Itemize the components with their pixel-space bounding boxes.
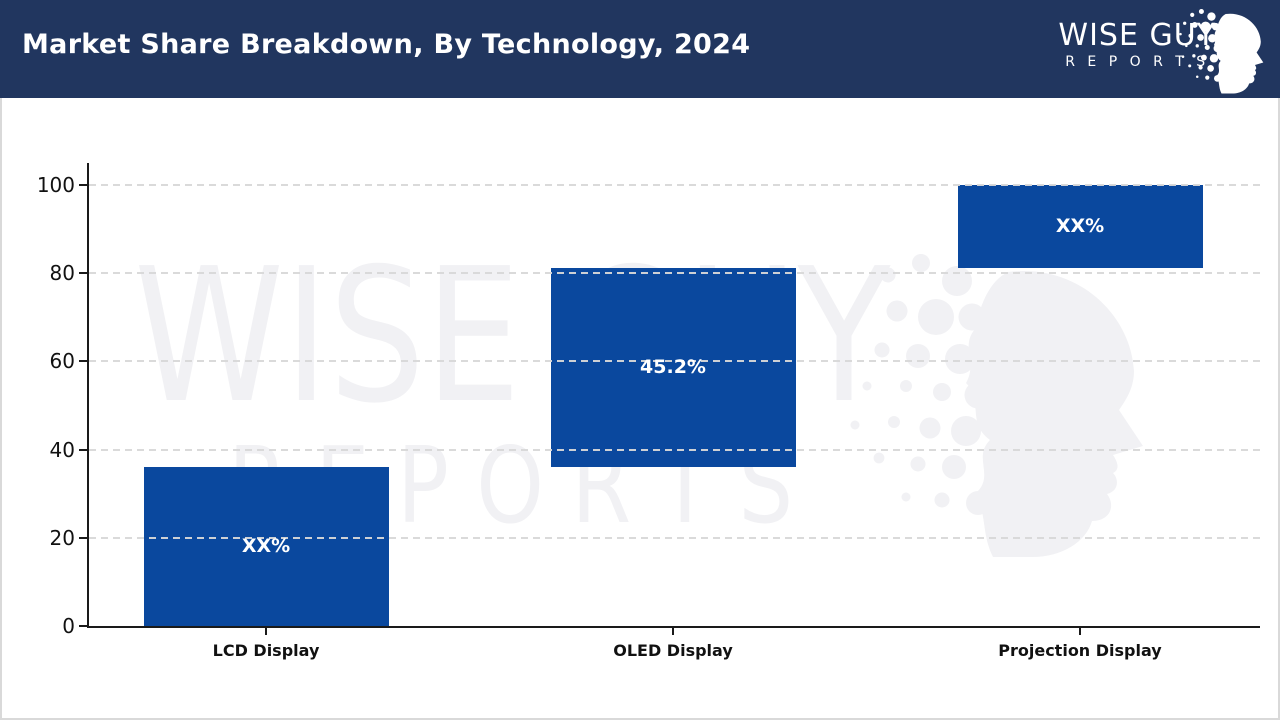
x-axis-tick	[265, 628, 267, 635]
bar-lcd-display	[143, 466, 389, 626]
gridline	[89, 536, 1260, 539]
x-axis-tick	[672, 628, 674, 635]
bar-oled-display	[550, 267, 796, 467]
y-axis-tick-label: 20	[49, 525, 75, 550]
bar-value-label: XX%	[1055, 215, 1105, 238]
x-axis-category-label: OLED Display	[613, 641, 733, 660]
y-axis-tick-label: 40	[49, 437, 75, 462]
page-title: Market Share Breakdown, By Technology, 2…	[22, 29, 751, 60]
y-axis-tick-label: 0	[62, 614, 75, 638]
y-axis-tick	[79, 184, 87, 187]
header-bar: Market Share Breakdown, By Technology, 2…	[0, 0, 1280, 98]
logo-subtitle: R E P O R T S	[1065, 54, 1210, 70]
x-axis-category-label: LCD Display	[212, 641, 320, 660]
y-axis-tick	[79, 360, 87, 363]
y-axis-tick-label: 100	[36, 173, 75, 198]
x-axis-spine	[87, 626, 1260, 628]
x-axis-category-label: Projection Display	[998, 641, 1162, 660]
gridline	[89, 272, 1260, 275]
bar-projection-display	[957, 185, 1203, 268]
y-axis-tick	[79, 272, 87, 275]
bar-value-label: 45.2%	[640, 356, 706, 379]
gridline	[89, 448, 1260, 451]
x-axis-tick	[1079, 628, 1081, 635]
gridline	[89, 184, 1260, 187]
chart-canvas: WISE GUY R E P O R T S 0 20 40 60 80 100 XX% L	[2, 98, 1278, 718]
watermark-head-icon	[841, 254, 1143, 557]
y-axis-tick-label: 60	[49, 349, 75, 374]
gridline	[89, 360, 1260, 363]
y-axis-spine	[87, 163, 89, 628]
y-axis-tick-label: 80	[49, 261, 75, 286]
y-axis-tick	[79, 448, 87, 451]
bar-value-label: XX%	[241, 535, 291, 558]
y-axis-tick	[79, 625, 87, 627]
logo-head-icon	[1179, 9, 1264, 94]
y-axis-tick	[79, 536, 87, 539]
